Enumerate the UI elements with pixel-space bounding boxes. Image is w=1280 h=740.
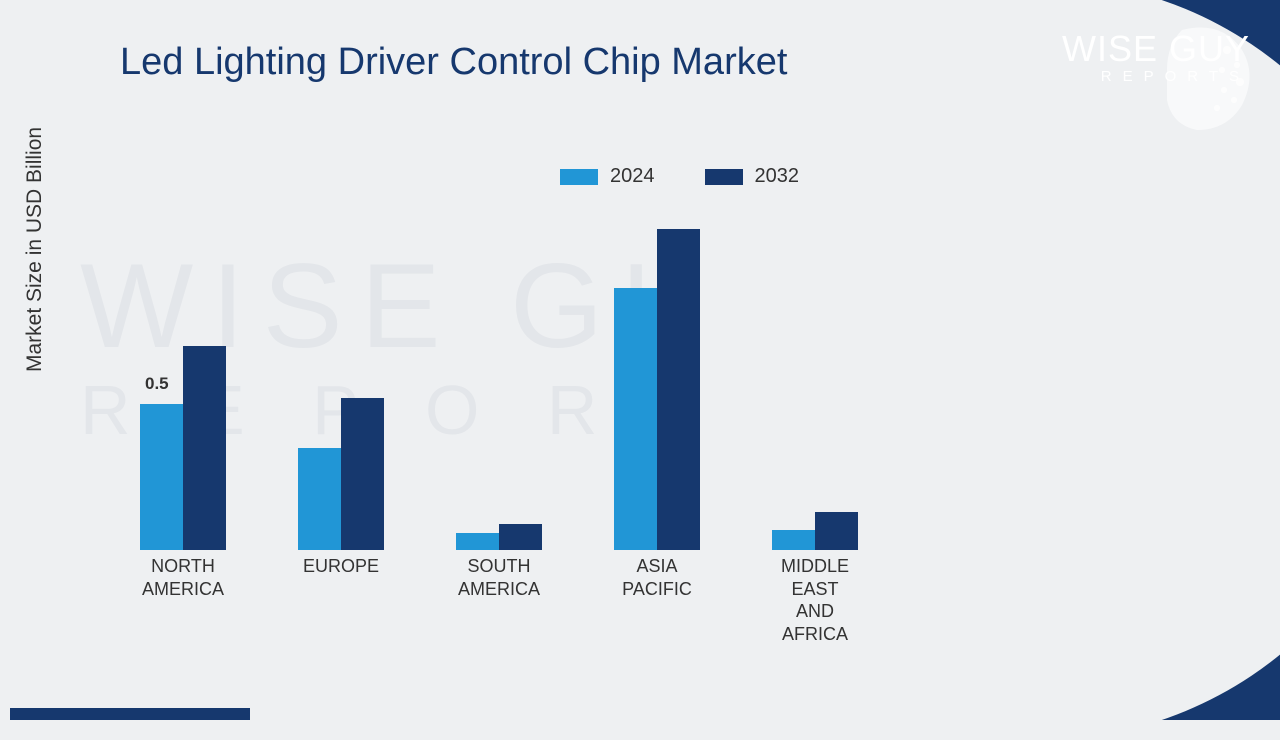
bar-group bbox=[772, 512, 858, 550]
bar-group bbox=[298, 398, 384, 550]
x-axis-label: MIDDLEEASTANDAFRICA bbox=[750, 555, 880, 645]
x-axis-labels: NORTHAMERICA EUROPE SOUTHAMERICA ASIAPACIFI… bbox=[120, 555, 940, 675]
bar bbox=[456, 533, 499, 551]
bar bbox=[341, 398, 384, 550]
bottom-accent-bar bbox=[10, 708, 250, 720]
legend: 2024 2032 bbox=[560, 165, 799, 188]
bar bbox=[614, 288, 657, 551]
legend-item-2024: 2024 bbox=[560, 165, 655, 188]
bar bbox=[772, 530, 815, 550]
legend-swatch-2024 bbox=[560, 169, 598, 185]
x-axis-label: EUROPE bbox=[276, 555, 406, 578]
brand-main-text: WISE GUY bbox=[1062, 28, 1250, 70]
bar bbox=[298, 448, 341, 550]
brand-logo: WISE GUY REPORTS bbox=[1062, 28, 1250, 85]
main-content: Led Lighting Driver Control Chip Market … bbox=[0, 0, 970, 720]
chart-title: Led Lighting Driver Control Chip Market bbox=[120, 40, 787, 86]
bar bbox=[657, 229, 700, 550]
bar bbox=[183, 346, 226, 550]
legend-swatch-2032 bbox=[705, 169, 743, 185]
plot-area: 0.5 bbox=[120, 200, 940, 550]
bar-group bbox=[140, 346, 226, 550]
brand-sub-text: REPORTS bbox=[1062, 68, 1250, 85]
y-axis-label: Market Size in USD Billion bbox=[23, 127, 47, 372]
x-axis-label: NORTHAMERICA bbox=[118, 555, 248, 600]
bar bbox=[815, 512, 858, 550]
legend-label-2032: 2032 bbox=[755, 165, 800, 188]
x-axis-label: SOUTHAMERICA bbox=[434, 555, 564, 600]
legend-label-2024: 2024 bbox=[610, 165, 655, 188]
bar bbox=[140, 404, 183, 550]
bar-group bbox=[456, 524, 542, 550]
legend-item-2032: 2032 bbox=[705, 165, 800, 188]
bar-group bbox=[614, 229, 700, 550]
x-axis-label: ASIAPACIFIC bbox=[592, 555, 722, 600]
bar bbox=[499, 524, 542, 550]
